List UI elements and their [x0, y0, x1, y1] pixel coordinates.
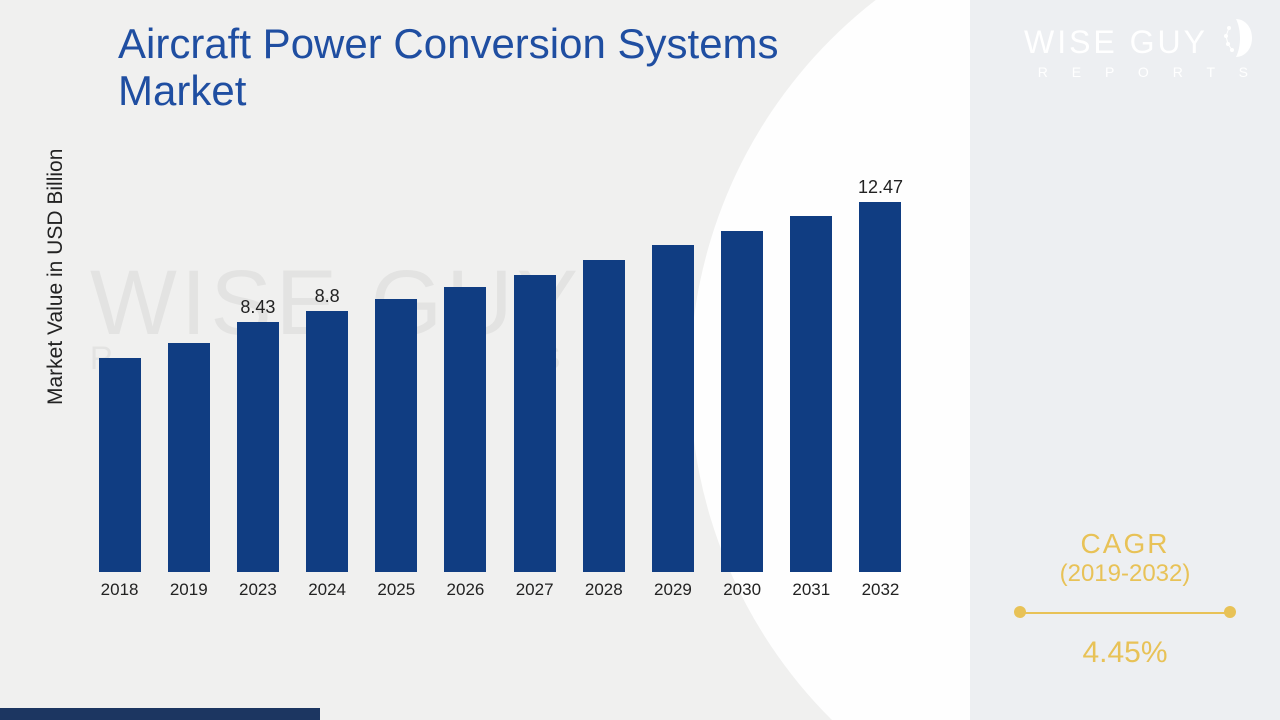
- logo-subtext: R E P O R T S: [1024, 64, 1258, 80]
- x-tick: 2024: [293, 580, 362, 602]
- cagr-range: (2019-2032): [1010, 560, 1240, 588]
- bar-slot: [362, 160, 431, 572]
- bar-slot: [638, 160, 707, 572]
- x-tick: 2028: [569, 580, 638, 602]
- bar-slot: [569, 160, 638, 572]
- cagr-divider: [1020, 606, 1230, 618]
- bar: [306, 311, 348, 572]
- bottom-strip: [0, 708, 320, 720]
- bar-slot: 8.43: [223, 160, 292, 572]
- cagr-value: 4.45%: [1010, 636, 1240, 670]
- x-tick: 2029: [638, 580, 707, 602]
- bar: [444, 287, 486, 572]
- bar: [168, 343, 210, 572]
- x-tick: 2027: [500, 580, 569, 602]
- bar-slot: 8.8: [293, 160, 362, 572]
- bar-slot: 12.47: [846, 160, 915, 572]
- x-tick: 2018: [85, 580, 154, 602]
- logo-head-icon: [1214, 16, 1258, 68]
- bar-slot: [431, 160, 500, 572]
- bar-slot: [85, 160, 154, 572]
- bar-value-label: 8.43: [240, 296, 275, 318]
- x-tick: 2023: [223, 580, 292, 602]
- logo-text: WISE GUY: [1024, 24, 1208, 61]
- bar-slot: [708, 160, 777, 572]
- x-tick: 2026: [431, 580, 500, 602]
- bar: [375, 299, 417, 572]
- bar: [583, 260, 625, 572]
- bar: [859, 202, 901, 572]
- cagr-title: CAGR: [1010, 528, 1240, 560]
- x-tick: 2031: [777, 580, 846, 602]
- cagr-dot-left: [1014, 606, 1026, 618]
- logo: WISE GUY R E P O R T S: [1024, 16, 1258, 80]
- cagr-dot-right: [1224, 606, 1236, 618]
- bar: [652, 245, 694, 572]
- bar-value-label: 8.8: [315, 285, 340, 307]
- bar: [790, 216, 832, 572]
- bar-slot: [500, 160, 569, 572]
- x-tick: 2030: [708, 580, 777, 602]
- bar-slot: [777, 160, 846, 572]
- chart-area: 8.438.812.47 201820192023202420252026202…: [85, 160, 915, 610]
- bar: [237, 322, 279, 572]
- chart-title: Aircraft Power Conversion Systems Market: [118, 20, 898, 114]
- bar: [99, 358, 141, 572]
- y-axis-label: Market Value in USD Billion: [44, 149, 68, 405]
- bar: [514, 275, 556, 572]
- page-root: WISE GUY R E P O R T S Aircraft Power Co…: [0, 0, 1280, 720]
- bar: [721, 231, 763, 572]
- bar-slot: [154, 160, 223, 572]
- x-tick: 2032: [846, 580, 915, 602]
- bar-value-label: 12.47: [858, 176, 903, 198]
- x-tick: 2025: [362, 580, 431, 602]
- x-tick: 2019: [154, 580, 223, 602]
- cagr-block: CAGR (2019-2032) 4.45%: [1010, 528, 1240, 670]
